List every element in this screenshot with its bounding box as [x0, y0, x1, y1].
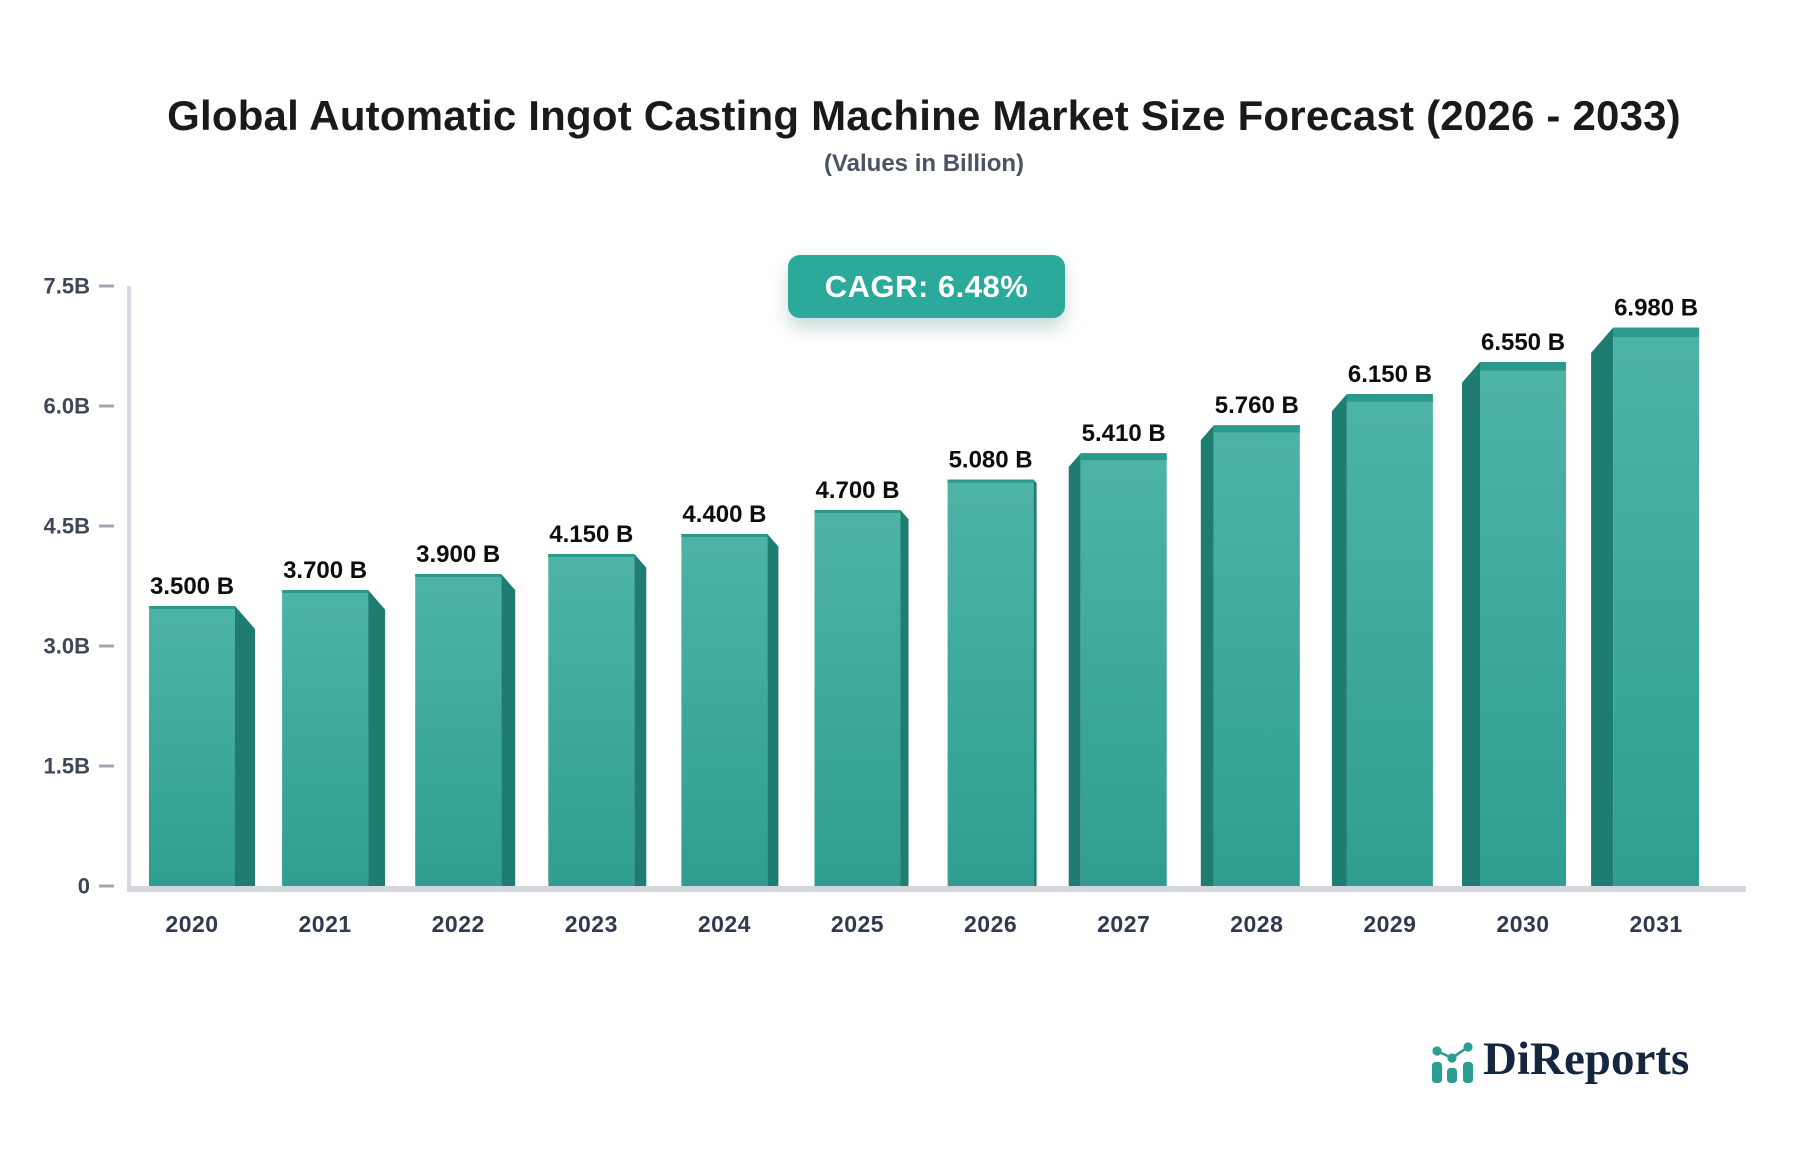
- bar-value-label: 6.550 B: [1481, 329, 1565, 356]
- x-axis-year-label: 2028: [1230, 911, 1283, 937]
- bar-side-face: [1068, 453, 1081, 886]
- bar-front-face: [814, 510, 901, 886]
- bar-value-label: 6.150 B: [1348, 361, 1432, 388]
- bar-2021: [282, 590, 386, 886]
- bar-top-face: [149, 606, 235, 609]
- axis-layer: 0 1.5B 3.0B 4.5B 6.0B 7.5B: [44, 274, 1746, 899]
- x-axis-year-label: 2025: [831, 911, 884, 937]
- y-tick-label: 0: [78, 874, 90, 899]
- y-tick-label: 7.5B: [44, 274, 90, 299]
- bar-value-label: 3.900 B: [416, 541, 500, 568]
- bar-2031: [1591, 327, 1700, 887]
- bar-value-label: 4.400 B: [682, 501, 766, 528]
- bar-2022: [415, 574, 516, 886]
- bar-side-face: [1033, 479, 1037, 886]
- bar-front-face: [149, 606, 235, 886]
- bar-value-label: 6.980 B: [1614, 295, 1698, 322]
- y-tick-mark: [99, 404, 114, 408]
- bar-2026: [947, 479, 1037, 886]
- y-tick-label: 1.5B: [44, 754, 90, 779]
- bar-top-face: [1213, 425, 1300, 433]
- bar-top-face: [1613, 327, 1700, 338]
- bar-top-face: [1346, 394, 1433, 402]
- bar-2029: [1331, 394, 1433, 886]
- bar-side-face: [235, 606, 255, 886]
- bar-front-face: [415, 574, 502, 886]
- bar-top-face: [1080, 453, 1167, 461]
- bar-top-face: [282, 590, 369, 593]
- x-axis-year-label: 2022: [432, 911, 485, 937]
- x-axis-year-label: 2027: [1097, 911, 1150, 937]
- bar-side-face: [634, 554, 647, 886]
- bar-2023: [548, 554, 647, 886]
- y-axis-line: [127, 286, 131, 890]
- bar-top-face: [1480, 362, 1566, 371]
- bar-side-face: [1591, 327, 1614, 887]
- x-axis-year-label: 2026: [964, 911, 1017, 937]
- cagr-badge-label: CAGR: 6.48%: [824, 268, 1029, 304]
- x-axis-line: [127, 886, 1746, 892]
- y-tick-mark: [99, 644, 114, 648]
- bar-top-face: [681, 534, 768, 537]
- x-axis-year-label: 2029: [1363, 911, 1416, 937]
- bar-2030: [1462, 362, 1566, 886]
- bar-side-face: [1462, 362, 1480, 886]
- cagr-badge: CAGR: 6.48%: [788, 255, 1065, 318]
- x-axis-year-label: 2023: [565, 911, 618, 937]
- bars-layer: [149, 327, 1700, 887]
- bar-side-face: [1331, 394, 1347, 886]
- labels-layer: 3.500 B 2020 3.700 B 2021 3.900 B 2022 4.150 B…: [150, 295, 1698, 937]
- bar-front-face: [1613, 327, 1700, 887]
- y-tick-label: 4.5B: [44, 514, 90, 539]
- y-tick-mark: [99, 524, 114, 528]
- bar-side-face: [900, 510, 909, 886]
- y-tick-label: 6.0B: [44, 394, 90, 419]
- brand-logo-text: DiReports: [1483, 1033, 1690, 1085]
- bar-chart-logo-icon: [1432, 1042, 1473, 1083]
- chart-header: Global Automatic Ingot Casting Machine M…: [24, 92, 1800, 178]
- bar-top-face: [947, 479, 1034, 483]
- bar-2028: [1200, 425, 1300, 886]
- bar-top-face: [548, 554, 635, 557]
- bar-value-label: 3.500 B: [150, 573, 234, 600]
- bar-2020: [149, 606, 255, 886]
- bar-value-label: 4.700 B: [815, 477, 899, 504]
- bar-side-face: [501, 574, 516, 886]
- chart-title: Global Automatic Ingot Casting Machine M…: [167, 92, 1681, 139]
- bar-top-face: [814, 510, 901, 513]
- bar-value-label: 5.760 B: [1215, 392, 1299, 419]
- x-axis-year-label: 2024: [698, 911, 751, 937]
- bar-2027: [1068, 453, 1167, 886]
- x-axis-year-label: 2031: [1630, 911, 1683, 937]
- y-tick-mark: [99, 764, 114, 768]
- x-axis-year-label: 2021: [299, 911, 352, 937]
- bar-side-face: [368, 590, 386, 886]
- brand-logo: DiReports: [1424, 1030, 1689, 1088]
- bar-value-label: 5.080 B: [949, 447, 1033, 474]
- bar-value-label: 3.700 B: [283, 557, 367, 584]
- bar-front-face: [1480, 362, 1566, 886]
- chart-subtitle: (Values in Billion): [823, 150, 1025, 177]
- bar-front-face: [282, 590, 369, 886]
- bar-top-face: [415, 574, 502, 577]
- y-tick-mark: [99, 284, 114, 288]
- bar-front-face: [1080, 453, 1167, 886]
- x-axis-year-label: 2020: [165, 911, 218, 937]
- y-tick-label: 3.0B: [44, 634, 90, 659]
- bar-front-face: [548, 554, 635, 886]
- bar-value-label: 5.410 B: [1082, 420, 1166, 447]
- bar-front-face: [947, 479, 1034, 886]
- x-axis-year-label: 2030: [1496, 911, 1549, 937]
- bar-value-label: 4.150 B: [549, 521, 633, 548]
- bar-front-face: [1346, 394, 1433, 886]
- bar-front-face: [681, 534, 768, 886]
- bar-front-face: [1213, 425, 1300, 886]
- bar-side-face: [767, 534, 779, 886]
- bar-2025: [814, 510, 909, 886]
- bar-2024: [681, 534, 779, 886]
- y-tick-mark: [99, 884, 114, 888]
- bar-side-face: [1200, 425, 1214, 886]
